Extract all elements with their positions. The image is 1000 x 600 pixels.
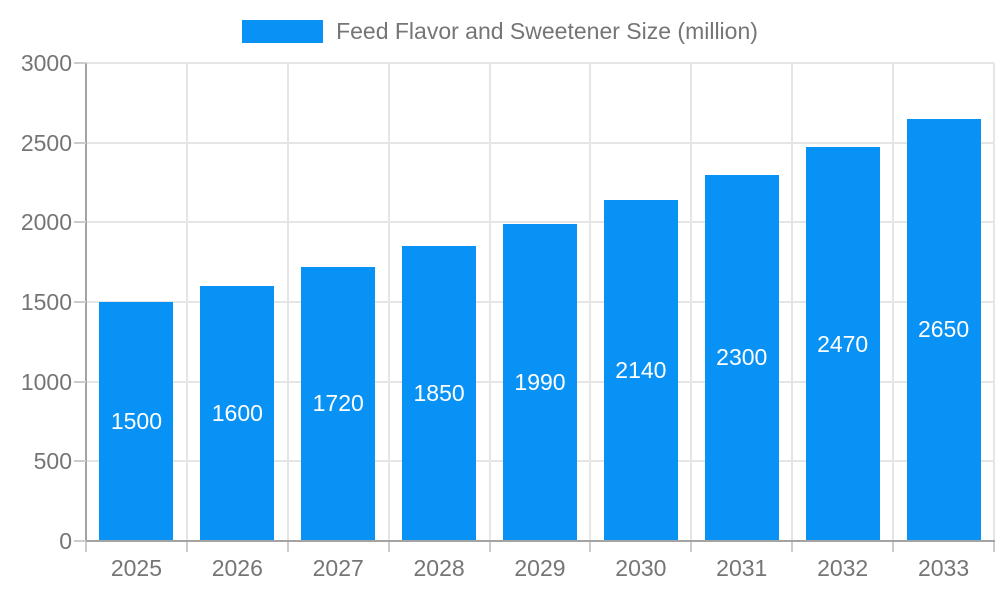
x-tick-label: 2028 [413,555,465,581]
bar: 1720 [301,266,376,541]
gridline-horizontal [86,141,994,144]
bar-value-label: 1850 [413,380,465,407]
y-tick-mark [74,221,86,224]
gridline-vertical [286,63,289,541]
y-tick-mark [74,380,86,383]
gridline-vertical [589,63,592,541]
y-tick-label: 2000 [20,209,72,236]
gridline-vertical [690,63,693,541]
x-tick-label: 2027 [312,555,364,581]
gridline-horizontal [86,62,994,64]
x-tick-label: 2030 [615,555,667,581]
x-tick-mark [892,542,895,552]
gridline-horizontal [86,221,994,224]
bar: 1500 [99,302,174,541]
x-tick-label: 2031 [716,555,768,581]
gridline-vertical [488,63,491,541]
x-tick-mark [286,542,289,552]
bar: 1990 [503,223,577,541]
x-tick-mark [690,542,693,552]
gridline-vertical [993,63,995,541]
plot-area: 1500 1600 1720 1850 1990 2140 2300 2470 2650 [86,62,995,541]
y-tick-label: 0 [59,528,72,554]
y-tick-mark [74,141,86,144]
bar: 1850 [402,246,477,541]
y-tick-label: 1500 [20,289,72,315]
bar-value-label: 2650 [917,316,970,343]
x-tick-label: 2032 [817,555,869,581]
y-tick-label: 1000 [20,368,72,395]
x-tick-label: 2033 [917,555,970,581]
bar: 1600 [200,286,275,541]
y-tick-mark [74,62,86,64]
x-tick-mark [993,542,995,552]
x-tick-mark [589,542,592,552]
y-tick-mark [74,301,86,303]
y-axis-line [85,63,87,552]
x-tick-mark [387,542,390,552]
bar-value-label: 2470 [817,330,869,357]
bar-value-label: 1720 [312,390,364,417]
bar: 2140 [603,200,678,541]
x-tick-mark [791,542,794,552]
bar: 2300 [704,174,779,541]
x-tick-mark [85,542,87,552]
y-tick-mark [74,460,86,463]
chart-legend[interactable]: Feed Flavor and Sweetener Size (million) [0,18,1000,45]
y-tick-label: 3000 [20,50,72,76]
bar-value-label: 1500 [110,408,163,434]
y-tick-label: 500 [33,448,72,475]
gridline-vertical [185,63,188,541]
x-tick-label: 2025 [110,555,163,581]
x-axis-line [85,540,995,542]
gridline-vertical [387,63,390,541]
bar: 2470 [805,147,880,541]
legend-swatch [242,20,324,43]
y-tick-label: 2500 [20,129,72,156]
bar-value-label: 1600 [211,400,263,427]
x-tick-mark [185,542,188,552]
bar: 2650 [906,118,981,541]
y-tick-mark [74,540,86,542]
bar-value-label: 2300 [716,344,768,371]
bar-value-label: 1990 [514,368,566,395]
gridline-vertical [892,63,895,541]
bar-value-label: 2140 [615,357,667,384]
x-tick-label: 2029 [514,555,566,581]
gridline-vertical [791,63,794,541]
x-tick-label: 2026 [211,555,263,581]
x-tick-mark [488,542,491,552]
legend-label: Feed Flavor and Sweetener Size (million) [336,18,758,44]
